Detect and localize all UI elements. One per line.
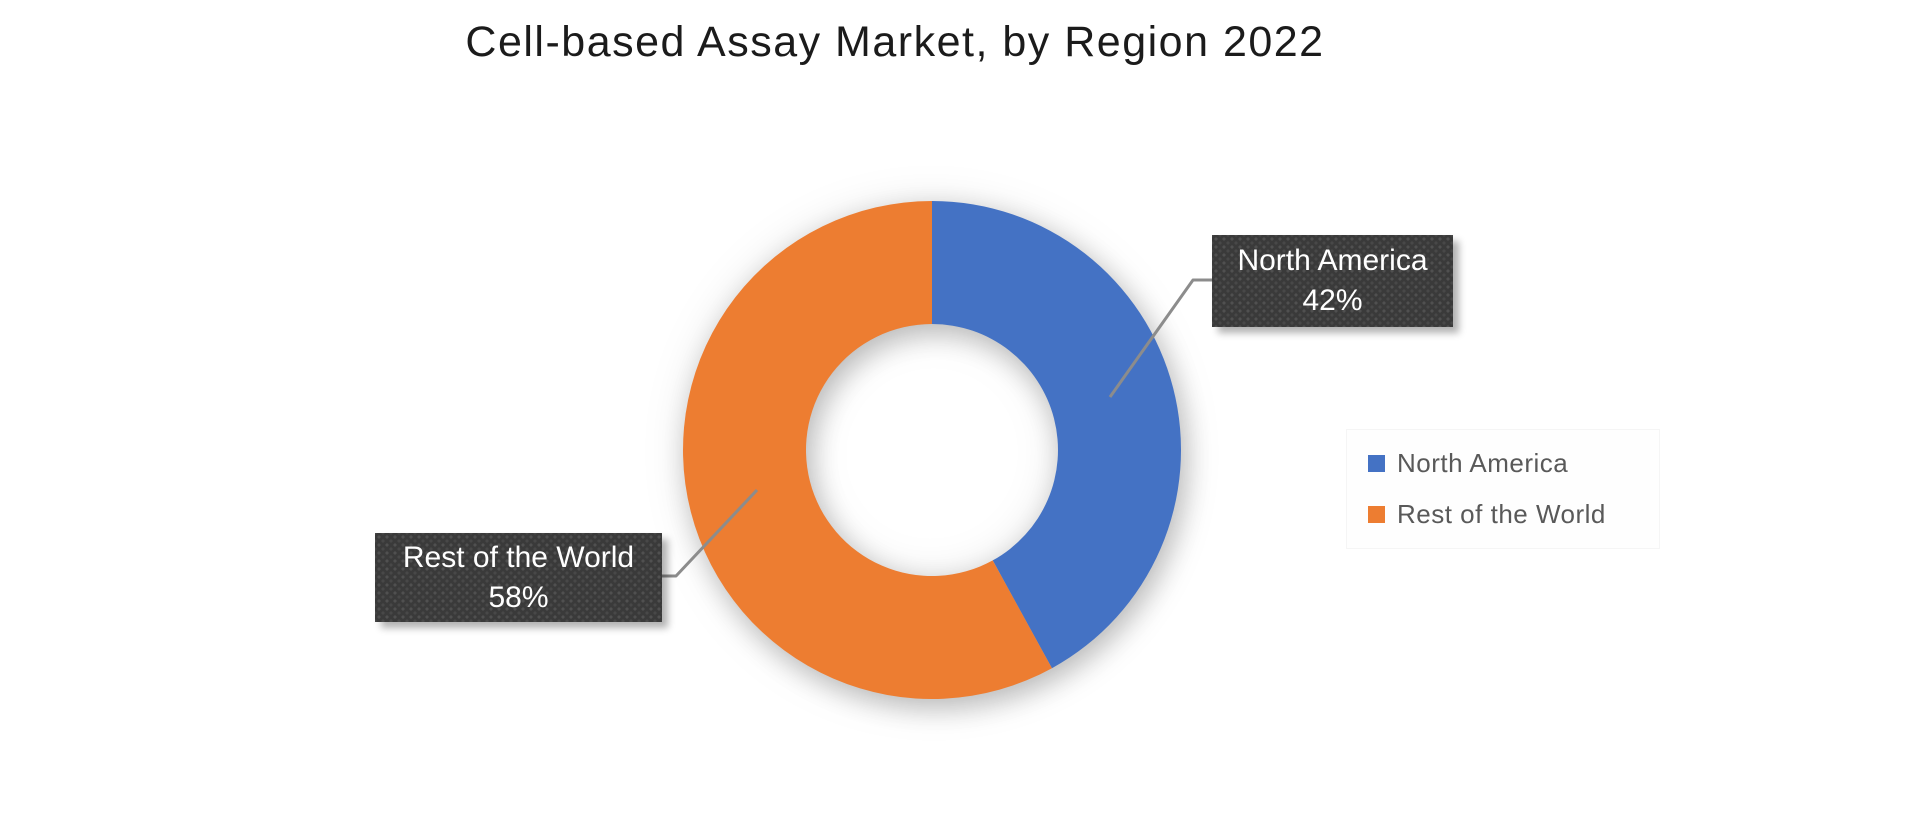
slice-north-america [932,201,1182,669]
legend-swatch-rest-of-world-icon [1368,506,1385,523]
legend-label-rest-of-world: Rest of the World [1397,499,1606,529]
legend-swatch-north-america-icon [1368,455,1385,472]
slice-rest-of-the-world [683,201,1052,699]
callout-rest-of-world-value: 58% [488,580,549,614]
legend: North America Rest of the World [1346,429,1660,549]
callout-north-america-label: North America [1237,244,1428,277]
callout-north-america-value: 42% [1302,284,1363,317]
callout-north-america: North America 42% [1212,235,1453,327]
chart-title: Cell-based Assay Market, by Region 2022 [465,18,1325,66]
legend-item-rest-of-world: Rest of the World [1368,499,1659,530]
legend-item-north-america: North America [1368,448,1659,479]
donut-chart [683,201,1182,699]
legend-label-north-america: North America [1397,448,1569,478]
leader-line-north-america [1108,278,1212,398]
leader-line-rest-of-world [662,488,759,578]
callout-rest-of-world-label: Rest of the World [402,540,635,574]
callout-rest-of-world: Rest of the World 58% [375,533,662,622]
